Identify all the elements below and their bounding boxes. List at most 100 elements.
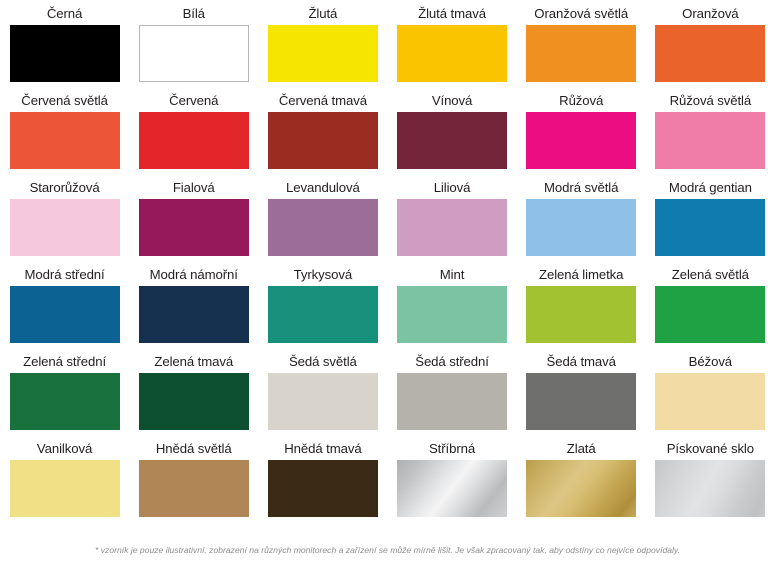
swatch-color-chip[interactable] <box>9 460 120 517</box>
swatch-cell[interactable]: Hnědá světlá <box>129 435 258 522</box>
swatch-label: Modrá světlá <box>544 180 619 195</box>
swatch-label: Černá <box>46 6 83 21</box>
swatch-color-chip[interactable] <box>526 460 637 517</box>
footnote-disclaimer: * vzorník je pouze ilustrativní, zobraze… <box>95 545 680 555</box>
swatch-label: Vanilková <box>36 441 93 456</box>
swatch-label: Béžová <box>688 354 733 369</box>
swatch-cell[interactable]: Červená světlá <box>0 87 129 174</box>
swatch-color-chip[interactable] <box>397 373 508 430</box>
swatch-color-chip[interactable] <box>526 286 637 343</box>
swatch-cell[interactable]: Modrá střední <box>0 261 129 348</box>
swatch-cell[interactable]: Šedá světlá <box>258 348 387 435</box>
swatch-label: Šedá světlá <box>288 354 357 369</box>
swatch-color-chip[interactable] <box>397 460 508 517</box>
swatch-color-chip[interactable] <box>397 25 508 82</box>
swatch-color-chip[interactable] <box>267 25 378 82</box>
swatch-label: Šedá tmavá <box>546 354 616 369</box>
swatch-cell[interactable]: Vínová <box>387 87 516 174</box>
swatch-cell[interactable]: Růžová světlá <box>646 87 775 174</box>
swatch-color-chip[interactable] <box>526 199 637 256</box>
swatch-cell[interactable]: Oranžová <box>646 0 775 87</box>
swatch-cell[interactable]: Žlutá <box>258 0 387 87</box>
swatch-label: Modrá gentian <box>668 180 752 195</box>
swatch-label: Modrá střední <box>24 267 105 282</box>
swatch-label: Šedá střední <box>415 354 489 369</box>
color-swatch-grid: Černá Bílá Žlutá Žlutá tmavá Oranžová světlá… <box>0 0 775 522</box>
swatch-cell[interactable]: Zelená tmavá <box>129 348 258 435</box>
swatch-color-chip[interactable] <box>138 112 249 169</box>
swatch-cell[interactable]: Šedá tmavá <box>517 348 646 435</box>
swatch-color-chip[interactable] <box>9 112 120 169</box>
swatch-cell[interactable]: Béžová <box>646 348 775 435</box>
swatch-label: Zelená světlá <box>671 267 749 282</box>
swatch-color-chip[interactable] <box>138 373 249 430</box>
swatch-label: Tyrkysová <box>293 267 353 282</box>
swatch-label: Žlutá <box>308 6 338 21</box>
swatch-cell[interactable]: Oranžová světlá <box>517 0 646 87</box>
swatch-color-chip[interactable] <box>138 199 249 256</box>
swatch-color-chip[interactable] <box>9 199 120 256</box>
swatch-color-chip[interactable] <box>138 460 249 517</box>
swatch-label: Hnědá tmavá <box>284 441 362 456</box>
swatch-label: Stříbrná <box>428 441 476 456</box>
swatch-color-chip[interactable] <box>9 373 120 430</box>
swatch-color-chip[interactable] <box>9 286 120 343</box>
swatch-cell[interactable]: Liliová <box>387 174 516 261</box>
swatch-color-chip[interactable] <box>655 199 766 256</box>
swatch-cell[interactable]: Modrá gentian <box>646 174 775 261</box>
swatch-cell[interactable]: Stříbrná <box>387 435 516 522</box>
swatch-label: Žlutá tmavá <box>418 6 486 21</box>
swatch-color-chip[interactable] <box>526 373 637 430</box>
swatch-cell[interactable]: Šedá střední <box>387 348 516 435</box>
swatch-color-chip[interactable] <box>267 199 378 256</box>
swatch-label: Vínová <box>431 93 473 108</box>
swatch-cell[interactable]: Modrá světlá <box>517 174 646 261</box>
swatch-cell[interactable]: Mint <box>387 261 516 348</box>
swatch-color-chip[interactable] <box>267 373 378 430</box>
swatch-label: Červená <box>169 93 219 108</box>
swatch-color-chip[interactable] <box>267 460 378 517</box>
swatch-color-chip[interactable] <box>526 25 637 82</box>
swatch-cell[interactable]: Černá <box>0 0 129 87</box>
swatch-cell[interactable]: Zelená střední <box>0 348 129 435</box>
swatch-label: Liliová <box>433 180 471 195</box>
swatch-color-chip[interactable] <box>9 25 120 82</box>
swatch-cell[interactable]: Žlutá tmavá <box>387 0 516 87</box>
swatch-color-chip[interactable] <box>267 112 378 169</box>
swatch-cell[interactable]: Fialová <box>129 174 258 261</box>
swatch-cell[interactable]: Starorůžová <box>0 174 129 261</box>
swatch-color-chip[interactable] <box>526 112 637 169</box>
swatch-color-chip[interactable] <box>397 112 508 169</box>
swatch-cell[interactable]: Hnědá tmavá <box>258 435 387 522</box>
swatch-cell[interactable]: Levandulová <box>258 174 387 261</box>
swatch-cell[interactable]: Zlatá <box>517 435 646 522</box>
swatch-color-chip[interactable] <box>655 112 766 169</box>
swatch-color-chip[interactable] <box>655 373 766 430</box>
swatch-label: Levandulová <box>286 180 360 195</box>
swatch-cell[interactable]: Růžová <box>517 87 646 174</box>
swatch-label: Zelená limetka <box>539 267 624 282</box>
swatch-color-chip[interactable] <box>655 25 766 82</box>
swatch-cell[interactable]: Vanilková <box>0 435 129 522</box>
swatch-color-chip[interactable] <box>397 286 508 343</box>
swatch-cell[interactable]: Zelená světlá <box>646 261 775 348</box>
swatch-cell[interactable]: Pískované sklo <box>646 435 775 522</box>
swatch-label: Mint <box>439 267 465 282</box>
swatch-label: Zelená střední <box>23 354 107 369</box>
swatch-color-chip[interactable] <box>397 199 508 256</box>
swatch-label: Hnědá světlá <box>155 441 232 456</box>
swatch-cell[interactable]: Bílá <box>129 0 258 87</box>
swatch-label: Růžová <box>559 93 604 108</box>
swatch-cell[interactable]: Tyrkysová <box>258 261 387 348</box>
swatch-color-chip[interactable] <box>138 25 249 82</box>
swatch-color-chip[interactable] <box>267 286 378 343</box>
swatch-label: Červená světlá <box>21 93 108 108</box>
swatch-color-chip[interactable] <box>655 286 766 343</box>
swatch-cell[interactable]: Červená tmavá <box>258 87 387 174</box>
swatch-cell[interactable]: Červená <box>129 87 258 174</box>
swatch-cell[interactable]: Zelená limetka <box>517 261 646 348</box>
swatch-color-chip[interactable] <box>655 460 766 517</box>
swatch-label: Červená tmavá <box>278 93 367 108</box>
swatch-cell[interactable]: Modrá námořní <box>129 261 258 348</box>
swatch-color-chip[interactable] <box>138 286 249 343</box>
